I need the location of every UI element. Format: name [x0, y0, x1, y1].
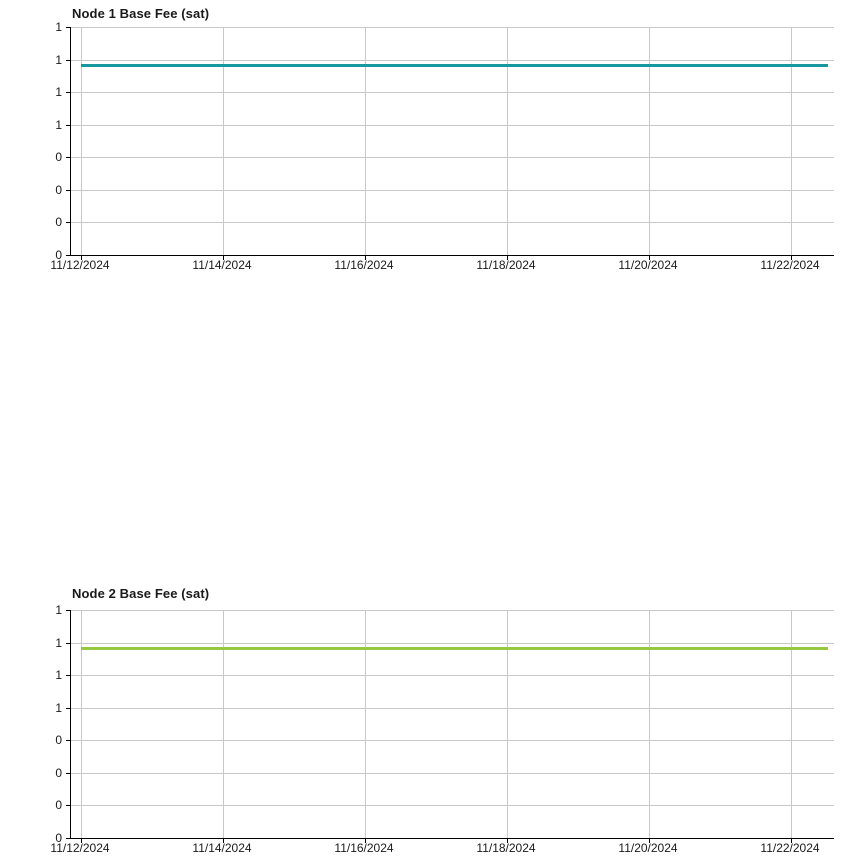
x-axis-tick [791, 255, 792, 260]
gridline-vertical [507, 27, 508, 255]
y-axis-tick [66, 805, 71, 806]
gridline-horizontal [71, 643, 834, 644]
y-axis-tick-label: 1 [55, 118, 62, 132]
y-axis-tick [66, 60, 71, 61]
x-axis-tick-label: 11/22/2024 [760, 258, 820, 272]
gridline-horizontal [71, 157, 834, 158]
y-axis-label-column: 1 1 1 1 0 0 0 0 [0, 20, 62, 262]
y-axis-tick [66, 675, 71, 676]
gridline-horizontal [71, 190, 834, 191]
y-axis-tick-label: 1 [55, 603, 62, 617]
y-axis-tick-label: 0 [55, 150, 62, 164]
plot-area [66, 610, 834, 843]
chart-title: Node 2 Base Fee (sat) [72, 586, 210, 601]
gridline-vertical [791, 27, 792, 255]
x-axis-tick [365, 255, 366, 260]
y-axis-tick-label: 0 [55, 215, 62, 229]
y-axis-tick [66, 27, 71, 28]
gridline-vertical [81, 27, 82, 255]
x-axis-tick-label: 11/18/2024 [476, 841, 536, 855]
x-axis-tick-label: 11/20/2024 [618, 841, 678, 855]
y-axis-tick [66, 708, 71, 709]
gridline-horizontal [71, 125, 834, 126]
chart-panel-node-1: Node 1 Base Fee (sat) 1 1 1 1 0 0 0 0 11/12/202… [0, 0, 860, 290]
series-line [81, 64, 828, 67]
x-axis-tick [81, 255, 82, 260]
gridline-horizontal [71, 222, 834, 223]
y-axis-tick-label: 1 [55, 636, 62, 650]
y-axis-tick [66, 838, 71, 839]
gridline-horizontal [71, 92, 834, 93]
y-axis-tick-label: 0 [55, 733, 62, 747]
y-axis-tick [66, 92, 71, 93]
plot-area [66, 27, 834, 260]
y-axis-tick-label: 0 [55, 798, 62, 812]
y-axis-tick [66, 222, 71, 223]
y-axis-tick [66, 125, 71, 126]
y-axis-tick-label: 1 [55, 668, 62, 682]
x-axis-tick-label: 11/22/2024 [760, 841, 820, 855]
y-axis-tick-label: 1 [55, 85, 62, 99]
gridline-horizontal [71, 60, 834, 61]
gridline-vertical [223, 610, 224, 838]
y-axis-tick [66, 190, 71, 191]
gridline-vertical [365, 27, 366, 255]
x-axis-tick-label: 11/14/2024 [192, 258, 252, 272]
x-axis-tick-label: 11/16/2024 [334, 841, 394, 855]
y-axis-tick [66, 643, 71, 644]
y-axis-tick-label: 0 [55, 248, 62, 262]
gridline-horizontal [71, 740, 834, 741]
gridline-horizontal [71, 610, 834, 611]
x-axis-tick-label: 11/18/2024 [476, 258, 536, 272]
gridline-horizontal [71, 27, 834, 28]
gridline-vertical [223, 27, 224, 255]
y-axis-tick-label: 1 [55, 53, 62, 67]
series-line [81, 647, 828, 650]
chart-title: Node 1 Base Fee (sat) [72, 6, 210, 21]
gridline-vertical [649, 610, 650, 838]
gridline-vertical [791, 610, 792, 838]
y-axis-tick [66, 773, 71, 774]
y-axis-tick-label: 0 [55, 183, 62, 197]
gridline-horizontal [71, 805, 834, 806]
y-axis-tick [66, 157, 71, 158]
x-axis-tick [223, 255, 224, 260]
y-axis-tick [66, 610, 71, 611]
x-axis-tick-label: 11/16/2024 [334, 258, 394, 272]
y-axis-tick [66, 740, 71, 741]
gridline-horizontal [71, 708, 834, 709]
gridline-vertical [81, 610, 82, 838]
y-axis-tick-label: 1 [55, 701, 62, 715]
gridline-horizontal [71, 773, 834, 774]
x-axis-tick [507, 255, 508, 260]
x-axis-tick-label: 11/12/2024 [50, 258, 110, 272]
gridline-vertical [365, 610, 366, 838]
gridline-horizontal [71, 675, 834, 676]
x-axis-tick-label: 11/20/2024 [618, 258, 678, 272]
y-axis-tick [66, 255, 71, 256]
x-axis-label-row: 11/12/2024 11/14/2024 11/16/2024 11/18/2024… [50, 258, 833, 278]
gridline-vertical [507, 610, 508, 838]
y-axis-tick-label: 0 [55, 766, 62, 780]
x-axis-tick [649, 255, 650, 260]
y-axis-tick-label: 1 [55, 20, 62, 34]
x-axis-tick-label: 11/14/2024 [192, 841, 252, 855]
gridline-vertical [649, 27, 650, 255]
x-axis-label-row: 11/12/2024 11/14/2024 11/16/2024 11/18/2024… [50, 841, 833, 861]
x-axis-tick-label: 11/12/2024 [50, 841, 110, 855]
